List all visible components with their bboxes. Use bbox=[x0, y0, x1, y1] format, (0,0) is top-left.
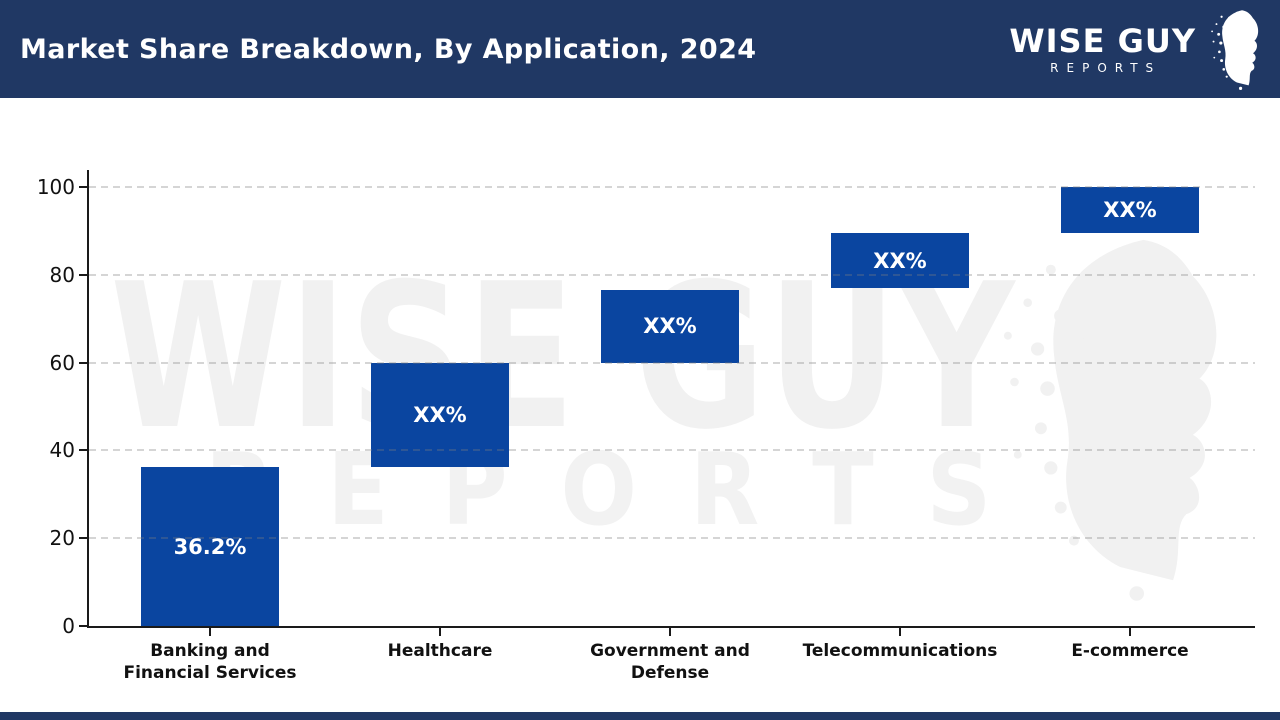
bar-value-label: XX% bbox=[643, 314, 697, 339]
x-axis-spine bbox=[87, 626, 1255, 628]
y-tick-label: 0 bbox=[62, 614, 75, 638]
x-tick-mark bbox=[669, 628, 671, 636]
gridline-20 bbox=[89, 537, 1255, 540]
gridline-40 bbox=[89, 449, 1255, 452]
x-category-label: Banking and Financial Services bbox=[123, 641, 297, 684]
logo-wordmark: WISE GUY bbox=[1009, 22, 1196, 60]
x-category-label: Government and Defense bbox=[590, 641, 750, 684]
y-tick-label: 20 bbox=[49, 526, 75, 551]
logo-subtext: REPORTS bbox=[1050, 61, 1162, 75]
y-tick-mark bbox=[79, 537, 87, 540]
x-tick-mark bbox=[209, 628, 211, 636]
y-tick-label: 40 bbox=[49, 438, 75, 463]
y-tick-label: 60 bbox=[49, 350, 75, 375]
y-tick-mark bbox=[79, 273, 87, 276]
bar-4 bbox=[831, 233, 969, 289]
chart-title: Market Share Breakdown, By Application, … bbox=[20, 33, 757, 65]
bar-value-label: 36.2% bbox=[173, 534, 247, 559]
bar-value-label: XX% bbox=[873, 248, 927, 273]
x-category-label: E-commerce bbox=[1071, 641, 1189, 661]
x-tick-mark bbox=[439, 628, 441, 636]
x-category-label: Healthcare bbox=[387, 641, 493, 661]
bar-1 bbox=[141, 467, 279, 626]
y-tick-mark bbox=[79, 186, 87, 188]
y-tick-label: 80 bbox=[49, 262, 75, 287]
logo-face-icon bbox=[1211, 10, 1259, 90]
x-tick-mark bbox=[899, 628, 901, 636]
gridline-60 bbox=[89, 361, 1255, 364]
wise-guy-reports-logo: WISE GUY REPORTS bbox=[1009, 6, 1270, 94]
bar-value-label: XX% bbox=[413, 403, 467, 428]
y-tick-mark bbox=[79, 449, 87, 452]
x-tick-mark bbox=[1129, 628, 1131, 636]
y-axis-spine bbox=[87, 170, 89, 628]
gridline-100 bbox=[89, 186, 1255, 188]
bar-3 bbox=[601, 290, 739, 363]
x-category-label: Telecommunications bbox=[802, 641, 998, 661]
y-tick-label: 100 bbox=[36, 175, 75, 199]
logo-text: WISE GUY REPORTS bbox=[1009, 25, 1196, 75]
bar-value-label: XX% bbox=[1103, 198, 1157, 223]
y-tick-mark bbox=[79, 625, 87, 627]
bar-2 bbox=[371, 363, 509, 468]
footer-bar bbox=[0, 712, 1280, 720]
y-tick-mark bbox=[79, 361, 87, 364]
header-bar: Market Share Breakdown, By Application, … bbox=[0, 0, 1280, 98]
gridline-80 bbox=[89, 273, 1255, 276]
bar-5 bbox=[1061, 187, 1199, 234]
